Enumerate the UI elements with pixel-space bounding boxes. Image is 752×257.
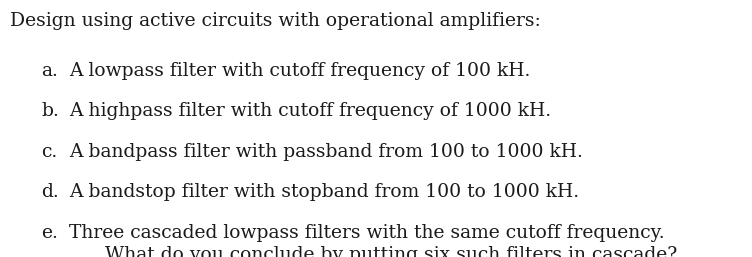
Text: A lowpass filter with cutoff frequency of 100 kH.: A lowpass filter with cutoff frequency o… — [69, 62, 531, 80]
Text: c.: c. — [41, 143, 58, 161]
Text: A bandstop filter with stopband from 100 to 1000 kH.: A bandstop filter with stopband from 100… — [69, 183, 579, 201]
Text: A bandpass filter with passband from 100 to 1000 kH.: A bandpass filter with passband from 100… — [69, 143, 583, 161]
Text: b.: b. — [41, 102, 59, 120]
Text: a.: a. — [41, 62, 58, 80]
Text: Three cascaded lowpass filters with the same cutoff frequency.
      What do you: Three cascaded lowpass filters with the … — [69, 224, 678, 257]
Text: d.: d. — [41, 183, 59, 201]
Text: A highpass filter with cutoff frequency of 1000 kH.: A highpass filter with cutoff frequency … — [69, 102, 551, 120]
Text: e.: e. — [41, 224, 58, 242]
Text: Design using active circuits with operational amplifiers:: Design using active circuits with operat… — [10, 12, 541, 30]
